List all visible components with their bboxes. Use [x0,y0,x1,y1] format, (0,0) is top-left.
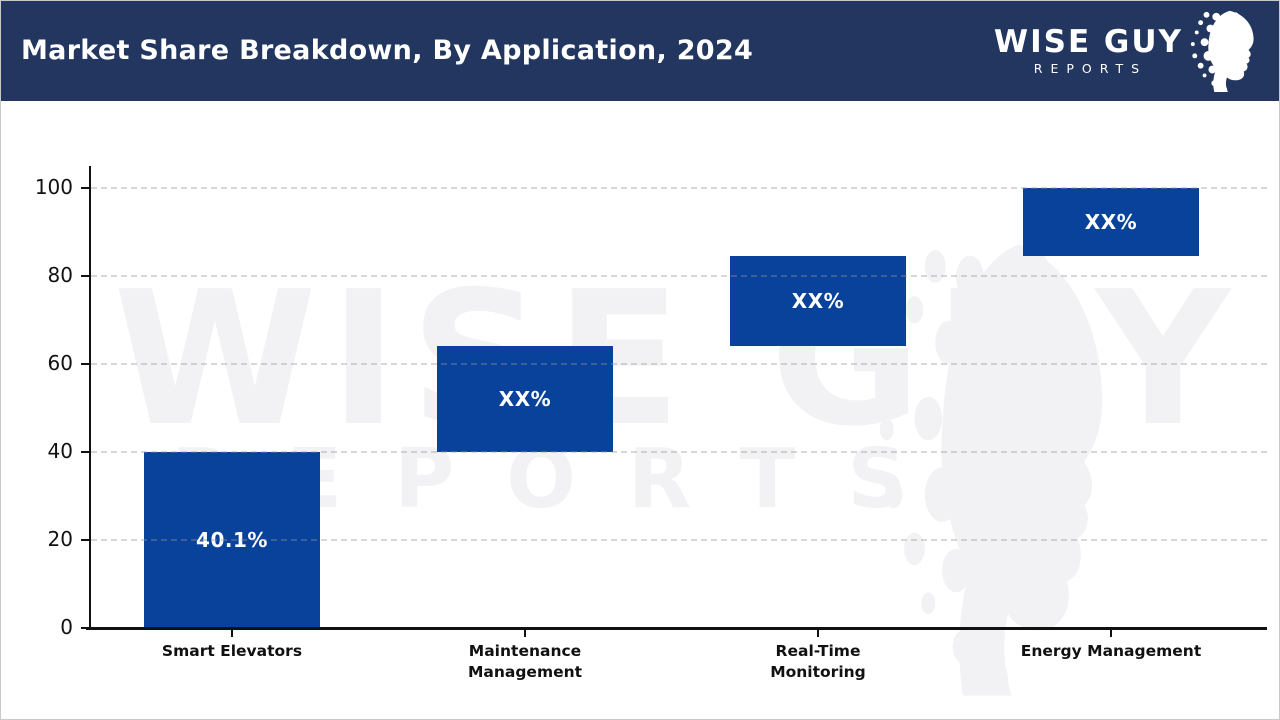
x-axis-label-line: Smart Elevators [161,642,303,660]
x-tick-mark [817,629,819,637]
header-bar: Market Share Breakdown, By Application, … [1,1,1279,101]
x-axis-label-line: Energy Management [1020,642,1202,660]
x-axis-label-line: Real-Time [775,642,861,660]
bar: XX% [1023,188,1199,257]
y-tick-label: 80 [47,263,73,287]
bar-value-label: XX% [1084,210,1138,235]
y-tick-label: 100 [34,175,73,199]
y-gridline [91,275,1267,277]
x-tick-mark [1110,629,1112,637]
y-axis-line [89,166,91,630]
y-gridline [91,187,1267,189]
x-axis-label: Smart Elevators [117,641,347,662]
y-gridline [91,451,1267,453]
y-tick-label: 0 [60,615,73,639]
bar: XX% [730,256,906,346]
brand-logo: WISE GUY REPORTS [994,6,1271,94]
y-tick-mark [81,363,90,365]
x-axis-line [86,627,1267,630]
y-tick-mark [81,187,90,189]
y-gridline [91,539,1267,541]
x-axis-label: Maintenance Management [410,641,640,683]
brand-logo-text: WISE GUY REPORTS [994,24,1183,76]
x-tick-mark [524,629,526,637]
y-tick-mark [81,275,90,277]
x-axis-label-line: Monitoring [770,663,866,681]
watermark-face-icon [879,244,1103,696]
y-tick-mark [81,627,90,629]
brand-name: WISE GUY [993,24,1183,60]
y-tick-label: 40 [47,439,73,463]
bar: 40.1% [144,451,320,628]
y-tick-label: 20 [47,527,73,551]
brand-subtitle: REPORTS [1033,61,1148,76]
chart-title: Market Share Breakdown, By Application, … [21,35,754,66]
y-tick-mark [81,539,90,541]
bar-value-label: 40.1% [196,527,268,552]
bar: XX% [437,345,613,452]
y-tick-mark [81,451,90,453]
y-tick-label: 60 [47,351,73,375]
bar-value-label: XX% [498,386,552,411]
bar-value-label: XX% [791,288,845,313]
x-axis-label-line: Maintenance [468,642,582,660]
x-tick-mark [231,629,233,637]
x-axis-label: Real-Time Monitoring [703,641,933,683]
y-gridline [91,363,1267,365]
x-axis-label: Energy Management [996,641,1226,662]
x-axis-label-line: Management [467,663,583,681]
dotted-face-icon [1190,10,1254,93]
